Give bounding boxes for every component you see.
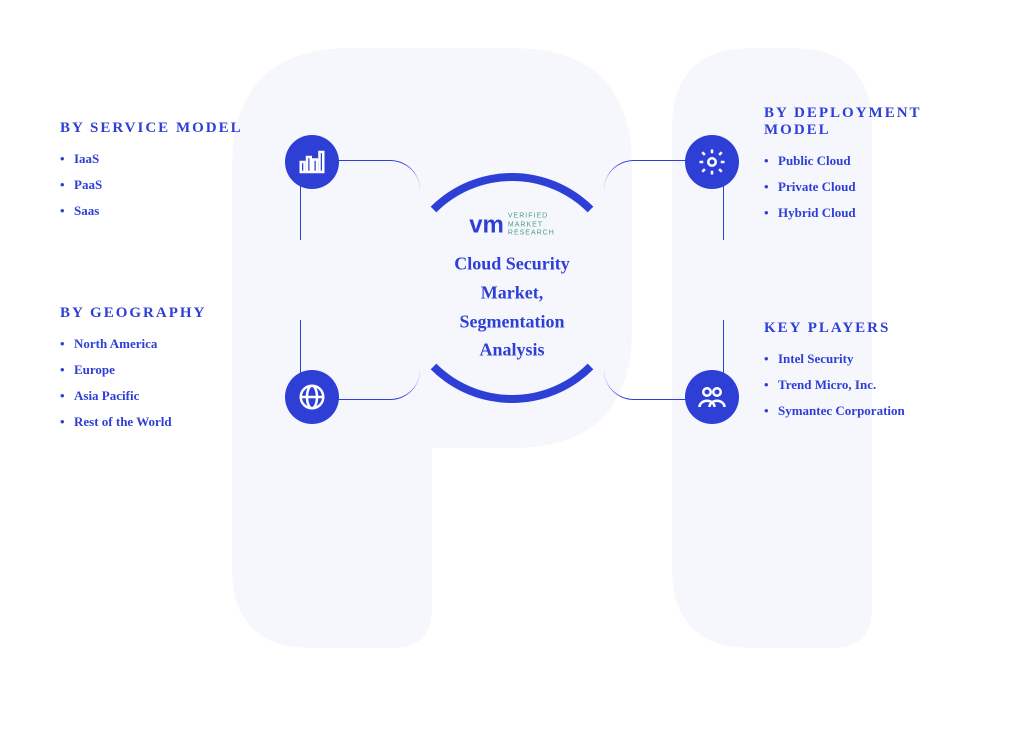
- segment-key-players: KEY PLAYERS Intel Security Trend Micro, …: [764, 320, 984, 429]
- bar-chart-icon: [285, 135, 339, 189]
- center-hub: vm VERIFIEDMARKETRESEARCH Cloud Security…: [382, 158, 642, 418]
- list-item: Rest of the World: [60, 414, 280, 430]
- list-item: IaaS: [60, 151, 280, 167]
- list-item: North America: [60, 336, 280, 352]
- list-item: Europe: [60, 362, 280, 378]
- list-item: Intel Security: [764, 351, 984, 367]
- center-content: vm VERIFIEDMARKETRESEARCH Cloud Security…: [422, 211, 602, 364]
- logo-mark: vm: [469, 211, 504, 239]
- segment-list: North America Europe Asia Pacific Rest o…: [60, 336, 280, 430]
- list-item: Asia Pacific: [60, 388, 280, 404]
- segment-list: IaaS PaaS Saas: [60, 151, 280, 219]
- list-item: Symantec Corporation: [764, 403, 984, 419]
- segment-service-model: BY SERVICE MODEL IaaS PaaS Saas: [60, 120, 280, 229]
- logo-text: VERIFIEDMARKETRESEARCH: [508, 213, 555, 238]
- segment-title: BY SERVICE MODEL: [60, 120, 280, 137]
- people-icon: [685, 370, 739, 424]
- gear-icon: [685, 135, 739, 189]
- list-item: Saas: [60, 203, 280, 219]
- globe-icon: [285, 370, 339, 424]
- segment-geography: BY GEOGRAPHY North America Europe Asia P…: [60, 305, 280, 440]
- main-title: Cloud Security Market, Segmentation Anal…: [422, 249, 602, 364]
- list-item: Trend Micro, Inc.: [764, 377, 984, 393]
- segment-deployment-model: BY DEPLOYMENT MODEL Public Cloud Private…: [764, 105, 984, 231]
- segment-title: KEY PLAYERS: [764, 320, 984, 337]
- segment-title: BY GEOGRAPHY: [60, 305, 280, 322]
- list-item: Public Cloud: [764, 153, 984, 169]
- segment-title: BY DEPLOYMENT MODEL: [764, 105, 984, 139]
- segment-list: Public Cloud Private Cloud Hybrid Cloud: [764, 153, 984, 221]
- list-item: Private Cloud: [764, 179, 984, 195]
- logo: vm VERIFIEDMARKETRESEARCH: [422, 211, 602, 239]
- segment-list: Intel Security Trend Micro, Inc. Symante…: [764, 351, 984, 419]
- list-item: PaaS: [60, 177, 280, 193]
- list-item: Hybrid Cloud: [764, 205, 984, 221]
